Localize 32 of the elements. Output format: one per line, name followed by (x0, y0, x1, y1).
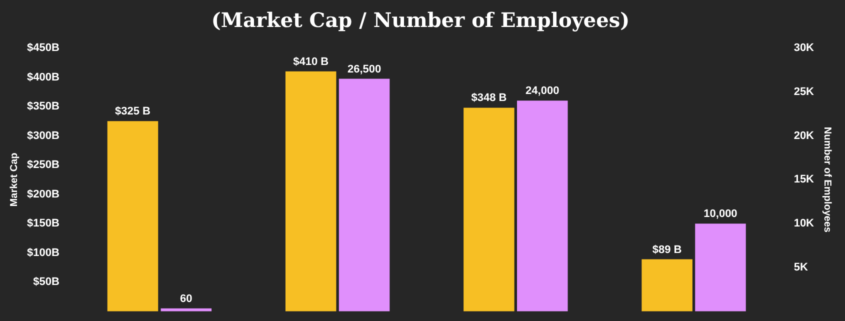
y-tick-label: $450B (26, 42, 60, 54)
data-label: $410 B (293, 56, 329, 68)
y-tick-label: $50B (33, 276, 60, 288)
bar (107, 121, 158, 312)
data-label: $89 B (652, 244, 682, 256)
bar (517, 100, 568, 312)
y-tick-label: $100B (26, 246, 60, 259)
chart-title: (Market Cap / Number of Employees) (211, 8, 630, 32)
data-label: $348 B (471, 92, 507, 104)
y2-tick-label: 20K (794, 130, 814, 142)
bar (285, 71, 336, 312)
y-tick-label: $250B (26, 159, 60, 172)
y2-tick-label: 30K (794, 42, 814, 54)
bar (642, 259, 692, 312)
y-tick-label: $300B (26, 130, 60, 142)
data-label: 10,000 (704, 208, 738, 220)
y2-tick-label: 25K (794, 86, 814, 98)
y-tick-label: $400B (26, 71, 60, 84)
data-label: 60 (180, 292, 192, 305)
y-axis-title: Market Cap (8, 152, 20, 207)
bar (338, 78, 390, 312)
data-label: 26,500 (347, 63, 382, 76)
y2-tick-label: 5K (794, 262, 808, 274)
y2-tick-label: 10K (794, 218, 814, 230)
data-label: 24,000 (526, 85, 560, 98)
y2-tick-label: 15K (794, 174, 814, 186)
y-tick-label: $350B (26, 100, 60, 113)
y-tick-label: $150B (26, 218, 60, 230)
y-tick-label: $200B (26, 188, 60, 200)
y2-axis-title: Number of Employees (821, 126, 832, 233)
data-label: $325 B (115, 106, 151, 118)
bar (464, 108, 514, 312)
